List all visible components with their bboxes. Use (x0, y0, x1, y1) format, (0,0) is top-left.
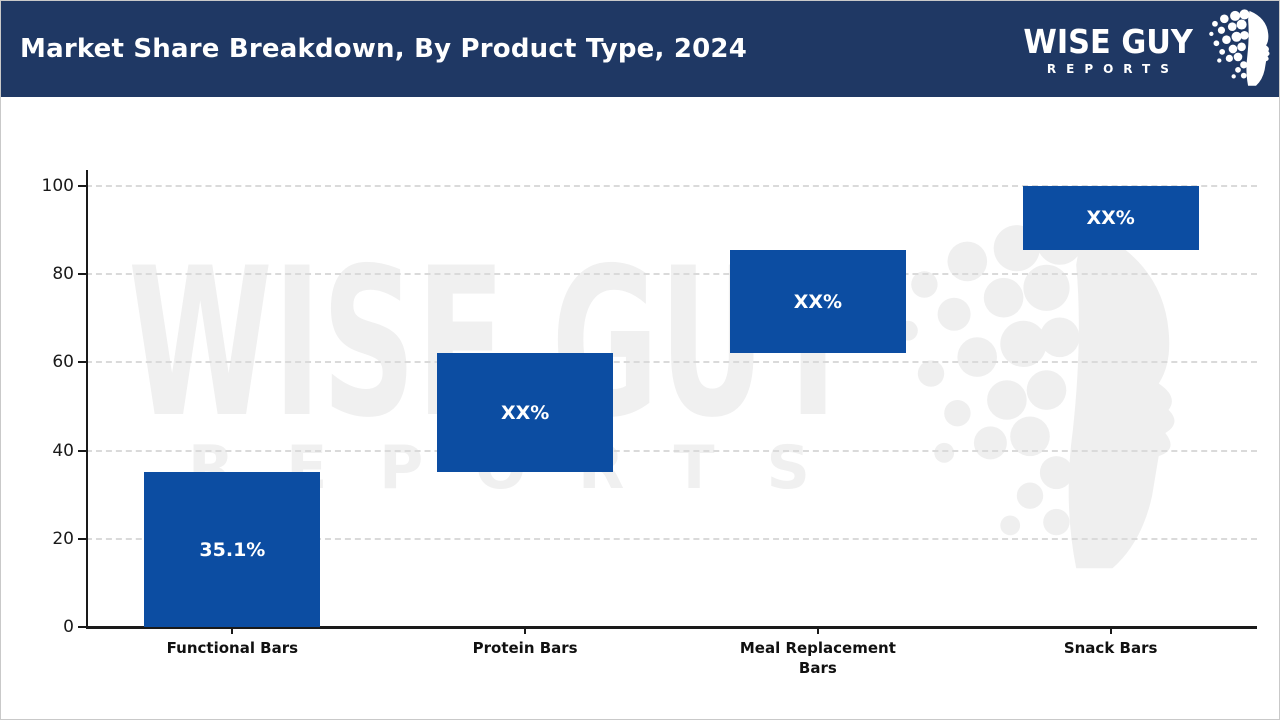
bar-value-label: 35.1% (199, 538, 266, 561)
bar-segment: 35.1% (144, 472, 321, 627)
y-axis-tick (78, 449, 86, 452)
wiseguy-logo-line1: WISE GUY (1023, 22, 1193, 61)
y-tick-label: 0 (63, 617, 74, 637)
grid-line (86, 537, 1257, 540)
y-axis-line (86, 170, 88, 629)
x-axis-label: Protein Bars (472, 639, 578, 657)
bar-value-label: XX% (500, 401, 550, 424)
x-axis-line (86, 626, 1257, 629)
grid-line (86, 361, 1257, 364)
bar-segment: XX% (1022, 186, 1199, 250)
y-axis-tick (78, 626, 86, 628)
y-tick-label: 40 (52, 440, 74, 461)
bar-segment: XX% (437, 353, 614, 473)
x-axis-label: Meal Replacement Bars (739, 639, 896, 677)
chart-title: Market Share Breakdown, By Product Type,… (20, 33, 747, 64)
y-tick-label: 60 (52, 352, 74, 373)
y-axis-tick (78, 273, 86, 276)
x-axis-tick (524, 629, 527, 634)
x-axis-tick (231, 629, 234, 634)
dotted-head-profile-icon (1209, 9, 1270, 86)
bar-value-label: XX% (1086, 206, 1135, 229)
x-axis-label: Snack Bars (1063, 639, 1158, 657)
x-axis-tick (816, 629, 819, 634)
wiseguy-logo-text: WISE GUY REPORTS (1016, 22, 1200, 76)
y-axis-tick (78, 361, 86, 364)
grid-line (86, 449, 1257, 452)
header-bar: Market Share Breakdown, By Product Type,… (0, 0, 1280, 97)
y-tick-label: 100 (41, 176, 74, 196)
y-axis-tick (78, 185, 86, 187)
y-tick-label: 20 (52, 528, 74, 549)
grid-line (86, 185, 1257, 187)
wiseguy-logo: WISE GUY REPORTS (1016, 4, 1274, 94)
wiseguy-logo-line2: REPORTS (1046, 62, 1179, 76)
bar-value-label: XX% (793, 290, 843, 313)
bar-segment: XX% (729, 249, 906, 354)
y-axis-tick (78, 537, 86, 540)
x-axis-tick (1109, 629, 1112, 634)
y-tick-label: 80 (52, 264, 74, 285)
grid-line (86, 273, 1257, 276)
dotted-head-profile-watermark-icon (898, 218, 1175, 569)
x-axis-label: Functional Bars (166, 639, 299, 657)
